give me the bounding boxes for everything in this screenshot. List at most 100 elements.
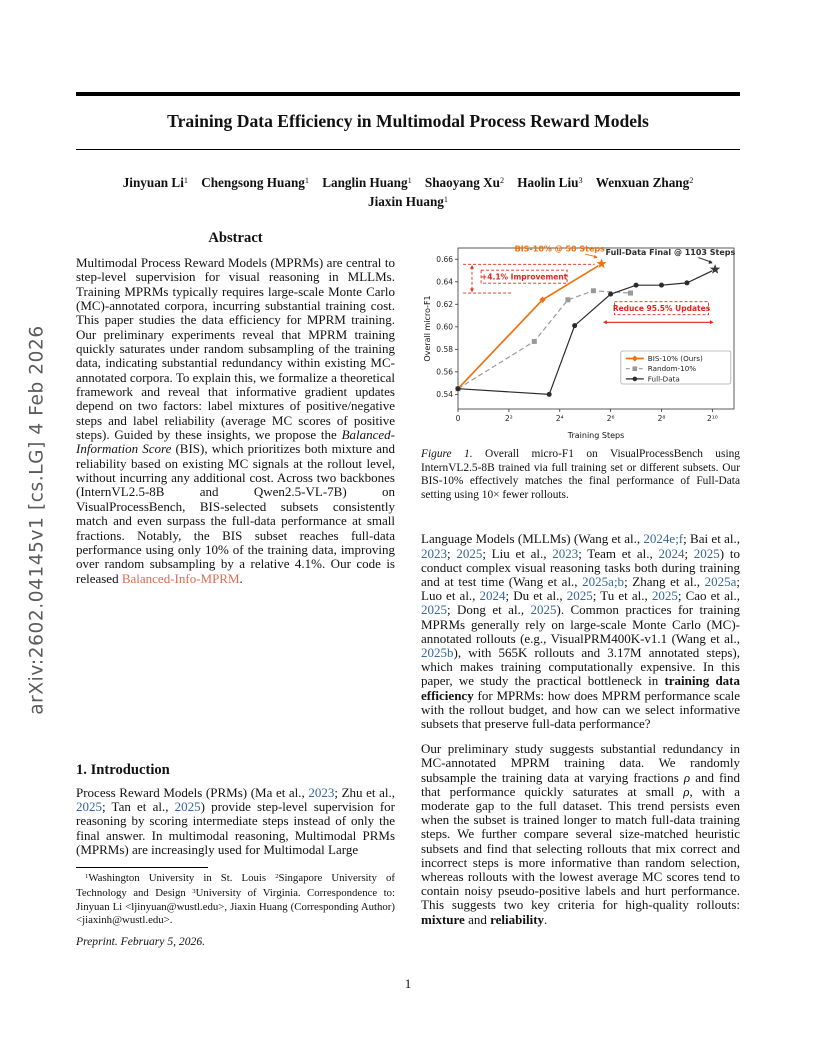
text-segment: University of Virginia. Correspondence t… xyxy=(76,886,395,926)
svg-text:2⁸: 2⁸ xyxy=(658,414,666,423)
section-heading-introduction: 1. Introduction xyxy=(76,761,170,778)
text-segment: Our preliminary study suggests substanti… xyxy=(421,741,740,785)
svg-text:+4.1% Improvement: +4.1% Improvement xyxy=(481,272,568,281)
text-segment: 2 xyxy=(689,176,694,186)
svg-text:0.60: 0.60 xyxy=(436,322,453,331)
text-segment: and find that performance quickly satura… xyxy=(421,769,740,799)
authors-line-2: Jiaxin Huang1 xyxy=(76,193,740,212)
citation-link[interactable]: 2023 xyxy=(552,545,579,561)
text-segment xyxy=(188,175,201,190)
text-segment: ; Tan et al., xyxy=(102,799,175,815)
citation-link[interactable]: 2024e;f xyxy=(643,531,684,547)
arxiv-stamp: arXiv:2602.04145v1 [cs.LG] 4 Feb 2026 xyxy=(26,325,48,715)
text-segment: 1 xyxy=(443,195,448,205)
text-segment xyxy=(309,175,322,190)
citation-link[interactable]: 2024 xyxy=(479,588,506,604)
page-number: 1 xyxy=(404,976,412,991)
abstract-heading: Abstract xyxy=(208,229,263,246)
citation-link[interactable]: 2025 xyxy=(530,602,557,618)
text-segment: ). Common practices for training MPRMs g… xyxy=(421,602,740,646)
text-segment: ; Zhang et al., xyxy=(624,573,705,589)
text-segment: Language Models (MLLMs) (Wang et al., xyxy=(421,531,644,547)
text-segment: Balanced-Information Score xyxy=(76,427,395,457)
citation-link[interactable]: 2025a;b xyxy=(582,573,625,589)
citation-link[interactable]: 2025 xyxy=(651,588,678,604)
svg-text:2⁶: 2⁶ xyxy=(607,414,615,423)
text-segment: . xyxy=(239,570,243,586)
text-segment: . xyxy=(544,911,548,927)
text-segment: ; xyxy=(684,545,694,561)
code-release-link[interactable]: Balanced-Info-MPRM xyxy=(121,570,240,586)
text-segment: ; Liu et al., xyxy=(482,545,553,561)
text-segment xyxy=(504,175,517,190)
citation-link[interactable]: 2023 xyxy=(308,784,335,800)
text-segment: ; Team et al., xyxy=(578,545,659,561)
svg-text:0.64: 0.64 xyxy=(436,277,453,286)
two-column-layout: Abstract Multimodal Process Reward Model… xyxy=(76,225,740,948)
svg-text:Reduce 95.5% Updates: Reduce 95.5% Updates xyxy=(613,304,711,313)
text-segment: training data efficiency xyxy=(421,673,741,703)
text-segment: ; Bai et al., xyxy=(683,531,740,547)
citation-link[interactable]: 2025 xyxy=(174,799,201,815)
text-segment: Shaoyang Xu xyxy=(424,174,500,190)
paper-body: Training Data Efficiency in Multimodal P… xyxy=(76,0,740,948)
citation-link[interactable]: 2025 xyxy=(456,545,483,561)
citation-link[interactable]: 2025 xyxy=(566,588,593,604)
svg-text:0.66: 0.66 xyxy=(436,255,453,264)
text-segment: Haolin Liu xyxy=(517,174,579,190)
svg-text:0.56: 0.56 xyxy=(436,367,453,376)
text-segment: ρ xyxy=(683,783,690,799)
text-segment: (BIS), which prioritizes both mixture an… xyxy=(76,441,395,586)
text-segment: ; Tu et al., xyxy=(592,588,652,604)
citation-link[interactable]: 2025 xyxy=(421,602,447,618)
text-segment xyxy=(583,175,596,190)
citation-link[interactable]: 2025b xyxy=(421,644,454,660)
text-segment: 3 xyxy=(578,176,583,186)
text-segment: , with a moderate gap to the full datase… xyxy=(421,783,740,913)
footnote-text: 1Washington University in St. Louis 2Sin… xyxy=(76,872,395,926)
citation-link[interactable]: 2025 xyxy=(76,799,102,815)
svg-text:2²: 2² xyxy=(505,414,513,423)
text-segment: ; Zhu et al., xyxy=(334,784,395,800)
text-segment xyxy=(412,175,425,190)
svg-text:0.54: 0.54 xyxy=(436,390,453,399)
svg-text:BIS-10% (Ours): BIS-10% (Ours) xyxy=(648,354,703,363)
preprint-note: Preprint. February 5, 2026. xyxy=(76,935,206,948)
abstract-text: Multimodal Process Reward Models (MPRMs)… xyxy=(76,255,395,753)
figure-1-caption: Figure 1. Overall micro-F1 on VisualProc… xyxy=(421,448,740,502)
text-segment: Chengsong Huang xyxy=(201,174,305,190)
citation-link[interactable]: 2025 xyxy=(693,545,720,561)
svg-text:0.58: 0.58 xyxy=(436,345,453,354)
text-segment: ρ xyxy=(683,769,691,785)
text-segment: ; Dong et al., xyxy=(447,602,531,618)
text-segment: 1 xyxy=(407,176,412,186)
text-segment: for MPRMs: how does MPRM performance sca… xyxy=(421,687,740,731)
text-segment: 1 xyxy=(183,176,188,186)
svg-text:Overall micro-F1: Overall micro-F1 xyxy=(423,295,432,361)
text-segment: 2 xyxy=(500,176,505,186)
citation-link[interactable]: 2023 xyxy=(421,545,447,561)
text-segment: Langlin Huang xyxy=(322,174,408,190)
text-segment: Wenxuan Zhang xyxy=(595,174,690,190)
svg-text:Training Steps: Training Steps xyxy=(567,431,625,440)
intro-paragraph: Process Reward Models (PRMs) (Ma et al.,… xyxy=(76,784,395,857)
text-segment: 3 xyxy=(192,887,196,895)
text-segment: 2 xyxy=(275,873,279,880)
text-segment: reliability xyxy=(490,911,545,927)
authors-line-1: Jinyuan Li1 Chengsong Huang1 Langlin Hua… xyxy=(76,174,740,193)
footnote-rule xyxy=(76,867,208,868)
body-paragraph-1: Language Models (MLLMs) (Wang et al., 20… xyxy=(421,532,740,731)
svg-text:Random-10%: Random-10% xyxy=(648,364,696,373)
text-segment: ; Cao et al., xyxy=(677,588,740,604)
citation-link[interactable]: 2024 xyxy=(658,545,685,561)
text-segment: Washington University in St. Louis xyxy=(88,872,276,884)
text-segment: ) provide step-level supervision for rea… xyxy=(76,799,395,857)
svg-text:Full-Data Final @ 1103 Steps: Full-Data Final @ 1103 Steps xyxy=(606,248,736,257)
title-rule-top xyxy=(76,92,740,96)
text-segment: ) to conduct complex visual reasoning ta… xyxy=(421,545,740,589)
citation-link[interactable]: 2025a xyxy=(704,573,737,589)
text-segment: Process Reward Models (PRMs) (Ma et al., xyxy=(76,784,309,800)
text-segment: Jiaxin Huang xyxy=(368,193,444,209)
text-segment: 1 xyxy=(85,873,89,880)
